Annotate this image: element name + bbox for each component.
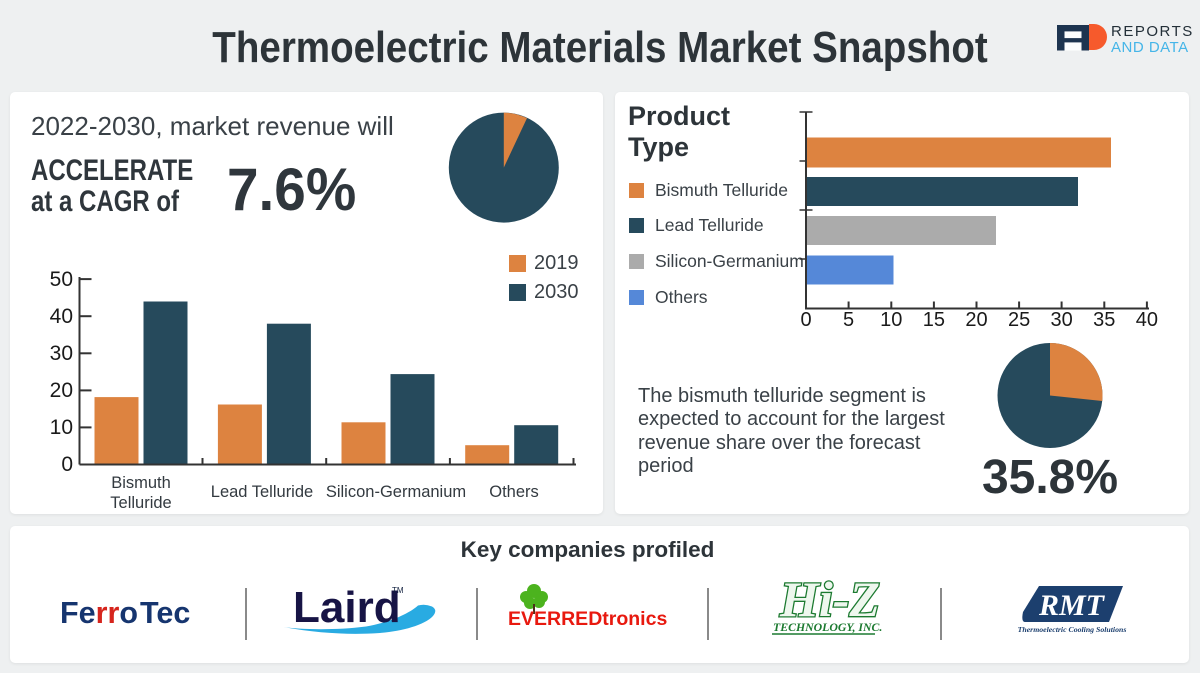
svg-text:20: 20 [965, 309, 987, 331]
svg-text:0: 0 [800, 309, 811, 331]
svg-text:Others: Others [489, 483, 539, 501]
svg-text:Bismuth: Bismuth [111, 474, 171, 492]
svg-text:Thermoelectric Cooling Solutio: Thermoelectric Cooling Solutions [1018, 625, 1127, 634]
svg-text:30: 30 [1050, 309, 1072, 331]
svg-text:30: 30 [50, 342, 73, 365]
svg-text:15: 15 [923, 309, 945, 331]
svg-text:Ferro: Ferro [60, 597, 138, 630]
svg-text:50: 50 [50, 268, 73, 291]
svg-text:Lead Telluride: Lead Telluride [211, 483, 313, 501]
svg-text:RMT: RMT [1038, 589, 1106, 622]
svg-text:40: 40 [50, 305, 73, 328]
svg-text:35: 35 [1093, 309, 1115, 331]
svg-text:10: 10 [880, 309, 902, 331]
svg-text:Hi-Z: Hi-Z [779, 576, 880, 627]
svg-text:Tec: Tec [140, 597, 190, 630]
svg-text:0: 0 [61, 453, 73, 476]
svg-text:AND DATA: AND DATA [1111, 39, 1189, 56]
svg-text:10: 10 [50, 416, 73, 439]
svg-text:Telluride: Telluride [110, 494, 171, 512]
svg-text:40: 40 [1136, 309, 1158, 331]
svg-text:Laird: Laird [293, 583, 401, 632]
svg-text:5: 5 [843, 309, 854, 331]
svg-text:EVERREDtronics: EVERREDtronics [508, 608, 667, 630]
svg-text:Silicon-Germanium: Silicon-Germanium [326, 483, 466, 501]
svg-text:TM: TM [392, 586, 404, 595]
svg-text:TECHNOLOGY, INC.: TECHNOLOGY, INC. [773, 620, 882, 634]
svg-text:25: 25 [1008, 309, 1030, 331]
svg-text:20: 20 [50, 379, 73, 402]
svg-text:REPORTS: REPORTS [1111, 23, 1194, 40]
